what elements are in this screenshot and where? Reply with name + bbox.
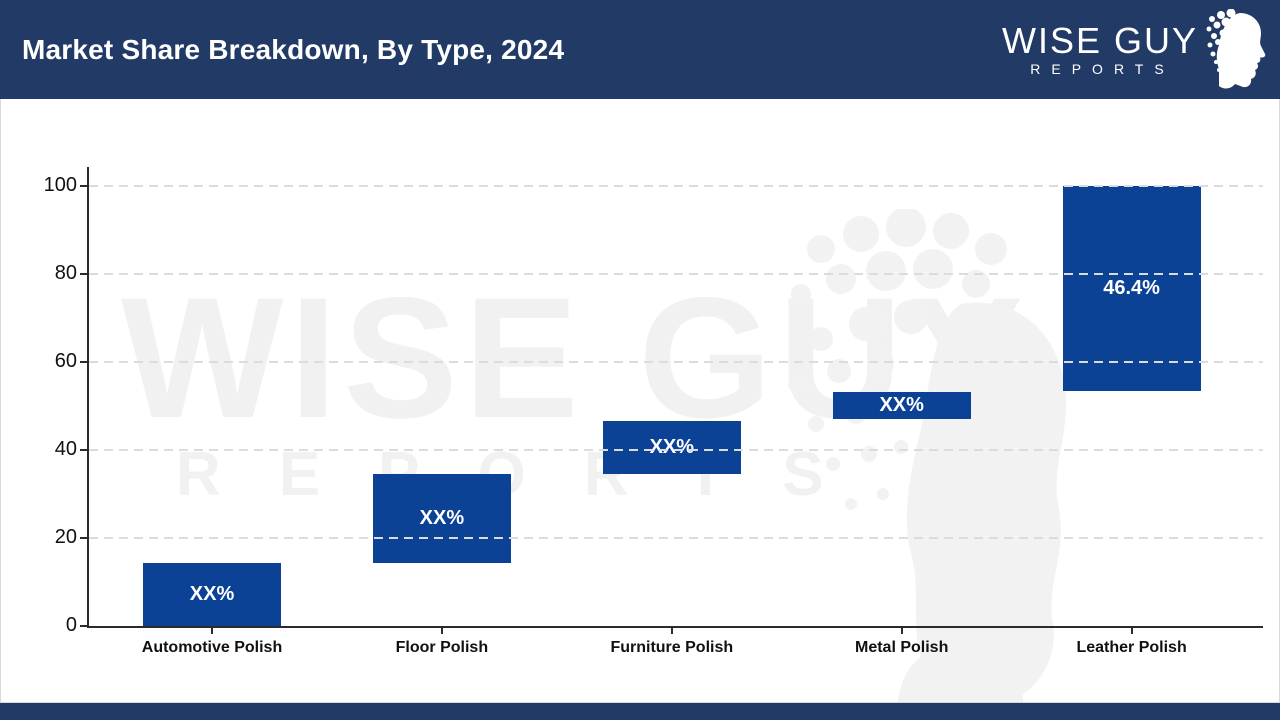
x-axis bbox=[87, 626, 1263, 628]
xtick-mark-4 bbox=[1130, 628, 1133, 634]
bar-value-label: XX% bbox=[879, 394, 924, 417]
bar-value-label: XX% bbox=[419, 507, 465, 530]
xtick-mark-1 bbox=[440, 628, 443, 634]
gridline-80 bbox=[89, 273, 1263, 275]
xtick-mark-0 bbox=[211, 628, 213, 634]
wiseguy-logo: WISE GUY REPORTS bbox=[1001, 8, 1280, 91]
logo-text: WISE GUY REPORTS bbox=[1001, 19, 1198, 78]
ytick-mark-80 bbox=[80, 273, 88, 275]
footer-bar bbox=[0, 703, 1280, 720]
logo-head-icon bbox=[1206, 8, 1266, 88]
bar-value-label: 46.4% bbox=[1103, 277, 1160, 300]
ytick-mark-40 bbox=[80, 449, 88, 451]
bar-furniture-polish: XX% bbox=[602, 420, 741, 475]
logo-wordmark: WISE GUY bbox=[1001, 19, 1198, 61]
ytick-label-20: 20 bbox=[54, 526, 77, 548]
category-label-4: Leather Polish bbox=[1076, 639, 1187, 656]
category-label-1: Floor Polish bbox=[395, 639, 489, 656]
bar-value-label: XX% bbox=[649, 436, 695, 459]
gridline-20 bbox=[89, 537, 1263, 539]
ytick-label-0: 0 bbox=[65, 614, 77, 636]
xtick-mark-3 bbox=[900, 628, 903, 634]
bar-value-label: XX% bbox=[189, 583, 235, 606]
ytick-label-40: 40 bbox=[54, 438, 77, 460]
gridline-100 bbox=[89, 185, 1263, 187]
ytick-label-60: 60 bbox=[54, 350, 77, 372]
watermark-head-icon bbox=[788, 209, 1066, 702]
ytick-mark-0 bbox=[80, 625, 88, 627]
gridline-60 bbox=[89, 361, 1263, 363]
xtick-mark-2 bbox=[670, 628, 673, 634]
ytick-mark-100 bbox=[80, 185, 88, 187]
bar-automotive-polish: XX% bbox=[143, 563, 281, 626]
category-label-2: Furniture Polish bbox=[610, 639, 734, 656]
header-bar: Market Share Breakdown, By Type, 2024 WI… bbox=[0, 0, 1280, 99]
ytick-mark-60 bbox=[80, 361, 88, 363]
ytick-label-100: 100 bbox=[43, 174, 77, 196]
bar-floor-polish: XX% bbox=[372, 474, 511, 564]
page-title: Market Share Breakdown, By Type, 2024 bbox=[22, 33, 565, 65]
chart-area: WISE GUY REPORTS 0 20 40 60 80 100 XX% Automoti… bbox=[0, 99, 1280, 703]
y-axis bbox=[87, 167, 89, 628]
bar-leather-polish: 46.4% bbox=[1062, 186, 1201, 392]
bar-metal-polish: XX% bbox=[832, 391, 971, 420]
logo-subtitle: REPORTS bbox=[1030, 61, 1175, 78]
category-label-0: Automotive Polish bbox=[141, 639, 283, 656]
ytick-label-80: 80 bbox=[54, 262, 77, 284]
gridline-40 bbox=[89, 449, 1263, 451]
ytick-mark-20 bbox=[80, 537, 88, 539]
category-label-3: Metal Polish bbox=[855, 639, 949, 656]
